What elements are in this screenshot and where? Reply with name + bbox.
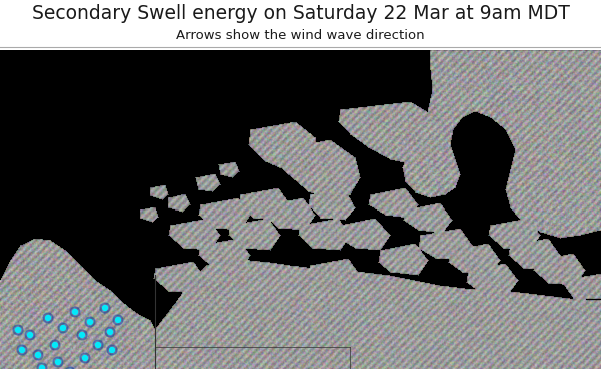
- Text: Secondary Swell energy on Saturday 22 Mar at 9am MDT: Secondary Swell energy on Saturday 22 Ma…: [32, 4, 569, 23]
- Circle shape: [85, 317, 95, 327]
- Circle shape: [13, 325, 23, 335]
- Circle shape: [43, 313, 53, 323]
- Text: Arrows show the wind wave direction: Arrows show the wind wave direction: [176, 30, 425, 42]
- Circle shape: [19, 348, 25, 352]
- Circle shape: [79, 332, 85, 338]
- Circle shape: [113, 315, 123, 325]
- Circle shape: [108, 330, 112, 334]
- Circle shape: [52, 342, 58, 348]
- Circle shape: [103, 306, 108, 310]
- Circle shape: [46, 315, 50, 320]
- Circle shape: [40, 366, 44, 369]
- Circle shape: [96, 342, 100, 348]
- Circle shape: [109, 348, 115, 352]
- Circle shape: [37, 363, 47, 369]
- Circle shape: [50, 340, 60, 350]
- Circle shape: [93, 340, 103, 350]
- Circle shape: [17, 345, 27, 355]
- Circle shape: [105, 327, 115, 337]
- Circle shape: [80, 353, 90, 363]
- Circle shape: [58, 323, 68, 333]
- Circle shape: [115, 317, 120, 323]
- Circle shape: [28, 332, 32, 338]
- Circle shape: [35, 352, 40, 358]
- Circle shape: [88, 320, 93, 324]
- Circle shape: [53, 357, 63, 367]
- Circle shape: [100, 303, 110, 313]
- Circle shape: [65, 367, 75, 369]
- Circle shape: [107, 345, 117, 355]
- Circle shape: [70, 307, 80, 317]
- Circle shape: [33, 350, 43, 360]
- Circle shape: [82, 355, 88, 361]
- Circle shape: [73, 310, 78, 314]
- Circle shape: [55, 359, 61, 365]
- Circle shape: [25, 330, 35, 340]
- Circle shape: [77, 330, 87, 340]
- Circle shape: [61, 325, 66, 331]
- Circle shape: [16, 327, 20, 332]
